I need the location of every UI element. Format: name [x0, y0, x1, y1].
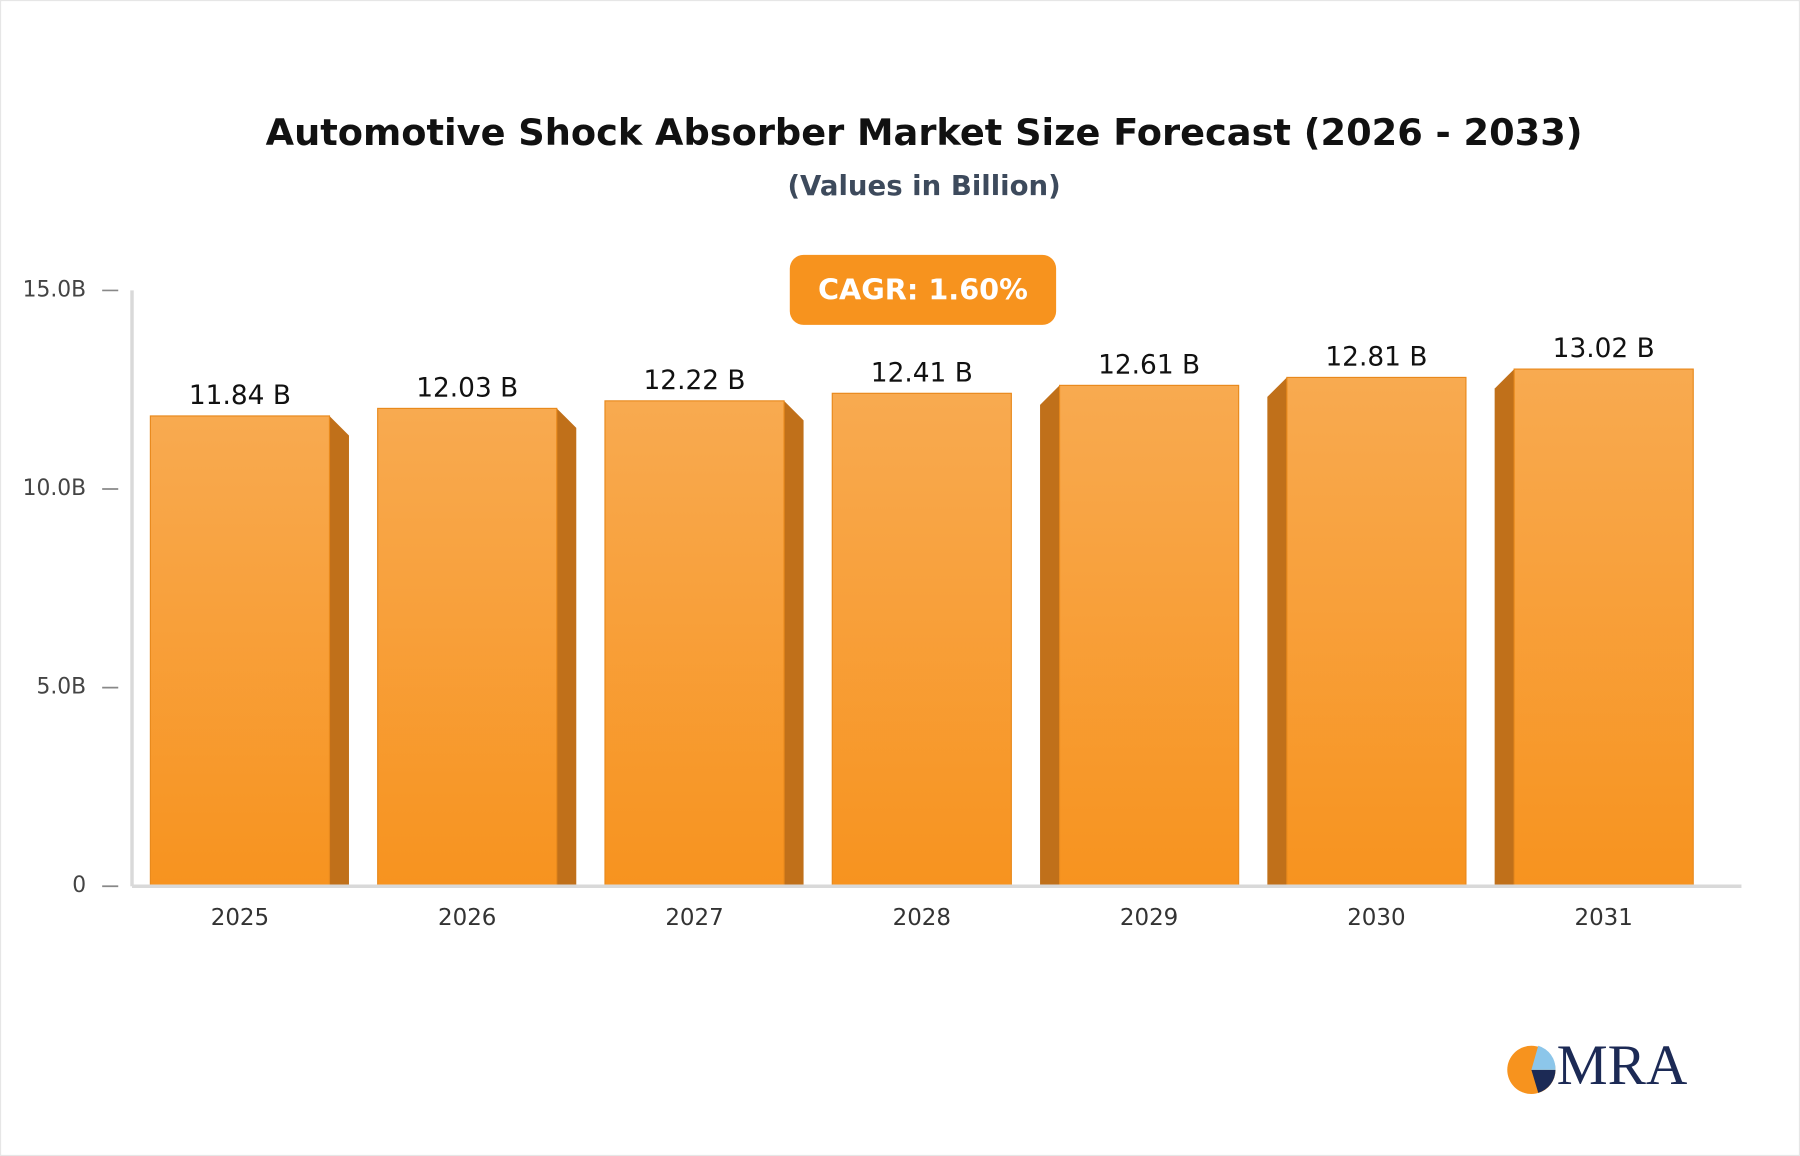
value-label: 12.61 B [1098, 349, 1200, 380]
bar [1058, 384, 1240, 887]
x-tick-label: 2025 [211, 905, 269, 931]
bar-side [784, 400, 804, 887]
x-tick-label: 2027 [665, 905, 723, 931]
bar-side [1267, 377, 1287, 887]
x-tick-label: 2029 [1120, 905, 1178, 931]
bar [1513, 368, 1694, 887]
bar-side [329, 415, 349, 887]
y-tick-label: 5.0B [36, 675, 86, 700]
chart-subtitle: (Values in Billion) [787, 170, 1060, 202]
bar [831, 392, 1012, 887]
value-label: 12.41 B [871, 357, 973, 388]
bar [604, 400, 785, 887]
x-tick-label: 2028 [893, 905, 951, 931]
bar-side [556, 408, 577, 887]
value-label: 13.02 B [1553, 333, 1655, 364]
bar-side [1040, 385, 1060, 887]
logo-text: MRA [1557, 1034, 1688, 1097]
bar [377, 407, 558, 887]
bar [1286, 376, 1467, 887]
value-label: 12.81 B [1325, 341, 1427, 372]
logo-icon-slice [1531, 1069, 1556, 1093]
logo: MRA [1507, 1034, 1688, 1097]
value-label: 12.22 B [643, 365, 745, 396]
y-tick-label: 0 [72, 873, 86, 898]
x-tick-label: 2031 [1575, 905, 1633, 931]
x-tick-label: 2026 [438, 905, 496, 931]
value-label: 12.03 B [416, 372, 518, 403]
bar [149, 415, 331, 887]
y-tick-label: 15.0B [23, 277, 87, 302]
cagr-badge [789, 254, 1057, 325]
logo-icon-slice [1531, 1045, 1556, 1070]
chart-title: Automotive Shock Absorber Market Size Fo… [266, 111, 1583, 154]
y-tick-label: 10.0B [23, 476, 87, 501]
value-label: 11.84 B [189, 380, 291, 411]
bar-side [1494, 369, 1515, 887]
cagr-text: CAGR: 1.60% [818, 273, 1028, 307]
x-tick-label: 2030 [1347, 905, 1405, 931]
